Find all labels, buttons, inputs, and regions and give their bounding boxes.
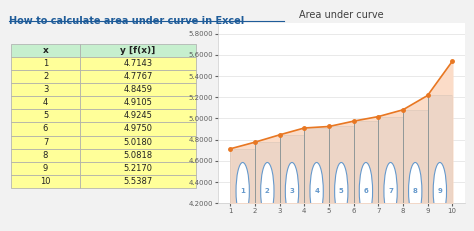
Bar — [230, 149, 255, 203]
Text: 4.9105: 4.9105 — [124, 98, 153, 107]
Text: 1: 1 — [240, 188, 245, 194]
FancyBboxPatch shape — [11, 136, 81, 149]
FancyBboxPatch shape — [11, 175, 81, 188]
Text: 6: 6 — [43, 125, 48, 134]
Text: 5.2170: 5.2170 — [124, 164, 153, 173]
Bar — [304, 128, 329, 203]
FancyBboxPatch shape — [81, 162, 196, 175]
Text: 1: 1 — [43, 59, 48, 68]
FancyBboxPatch shape — [81, 57, 196, 70]
Title: Area under curve: Area under curve — [299, 9, 383, 20]
Bar — [428, 95, 452, 203]
Text: 4.9750: 4.9750 — [124, 125, 153, 134]
Text: 8: 8 — [43, 151, 48, 160]
Text: x: x — [43, 46, 48, 55]
Text: 5.0180: 5.0180 — [124, 138, 153, 147]
FancyBboxPatch shape — [81, 175, 196, 188]
FancyBboxPatch shape — [81, 44, 196, 57]
Text: 4.9245: 4.9245 — [124, 111, 153, 120]
Text: 9: 9 — [438, 188, 442, 194]
FancyBboxPatch shape — [11, 70, 81, 83]
Text: 4: 4 — [43, 98, 48, 107]
Circle shape — [310, 162, 323, 220]
Text: 2: 2 — [265, 188, 270, 194]
Text: 10: 10 — [40, 177, 51, 186]
Bar — [378, 117, 403, 203]
Text: 8: 8 — [413, 188, 418, 194]
Text: 4.7143: 4.7143 — [124, 59, 153, 68]
Text: 3: 3 — [43, 85, 48, 94]
Text: How to calculate area under curve in Excel: How to calculate area under curve in Exc… — [9, 16, 245, 26]
FancyBboxPatch shape — [11, 162, 81, 175]
Text: 5.5387: 5.5387 — [124, 177, 153, 186]
FancyBboxPatch shape — [81, 109, 196, 122]
Text: 5.0818: 5.0818 — [124, 151, 153, 160]
FancyBboxPatch shape — [81, 70, 196, 83]
FancyBboxPatch shape — [81, 96, 196, 109]
Text: 3: 3 — [290, 188, 294, 194]
Text: y [f(x)]: y [f(x)] — [120, 46, 156, 55]
FancyBboxPatch shape — [11, 83, 81, 96]
Bar — [280, 135, 304, 203]
FancyBboxPatch shape — [81, 136, 196, 149]
Text: 6: 6 — [364, 188, 368, 194]
Bar — [403, 110, 428, 203]
Circle shape — [384, 162, 397, 220]
FancyBboxPatch shape — [81, 149, 196, 162]
Bar — [255, 142, 280, 203]
Text: 5: 5 — [339, 188, 344, 194]
Bar — [354, 121, 378, 203]
Text: 4.8459: 4.8459 — [124, 85, 153, 94]
FancyBboxPatch shape — [11, 57, 81, 70]
Circle shape — [285, 162, 299, 220]
Text: 2: 2 — [43, 72, 48, 81]
Circle shape — [359, 162, 373, 220]
Circle shape — [409, 162, 422, 220]
Circle shape — [433, 162, 447, 220]
Circle shape — [335, 162, 348, 220]
FancyBboxPatch shape — [11, 109, 81, 122]
Text: 5: 5 — [43, 111, 48, 120]
FancyBboxPatch shape — [11, 122, 81, 136]
Text: 7: 7 — [43, 138, 48, 147]
Text: 9: 9 — [43, 164, 48, 173]
FancyBboxPatch shape — [11, 149, 81, 162]
FancyBboxPatch shape — [11, 44, 81, 57]
FancyBboxPatch shape — [11, 96, 81, 109]
FancyBboxPatch shape — [81, 83, 196, 96]
Text: 4.7767: 4.7767 — [123, 72, 153, 81]
Circle shape — [236, 162, 249, 220]
FancyBboxPatch shape — [81, 122, 196, 136]
Text: 7: 7 — [388, 188, 393, 194]
Text: 4: 4 — [314, 188, 319, 194]
Bar — [329, 127, 354, 203]
Circle shape — [261, 162, 274, 220]
